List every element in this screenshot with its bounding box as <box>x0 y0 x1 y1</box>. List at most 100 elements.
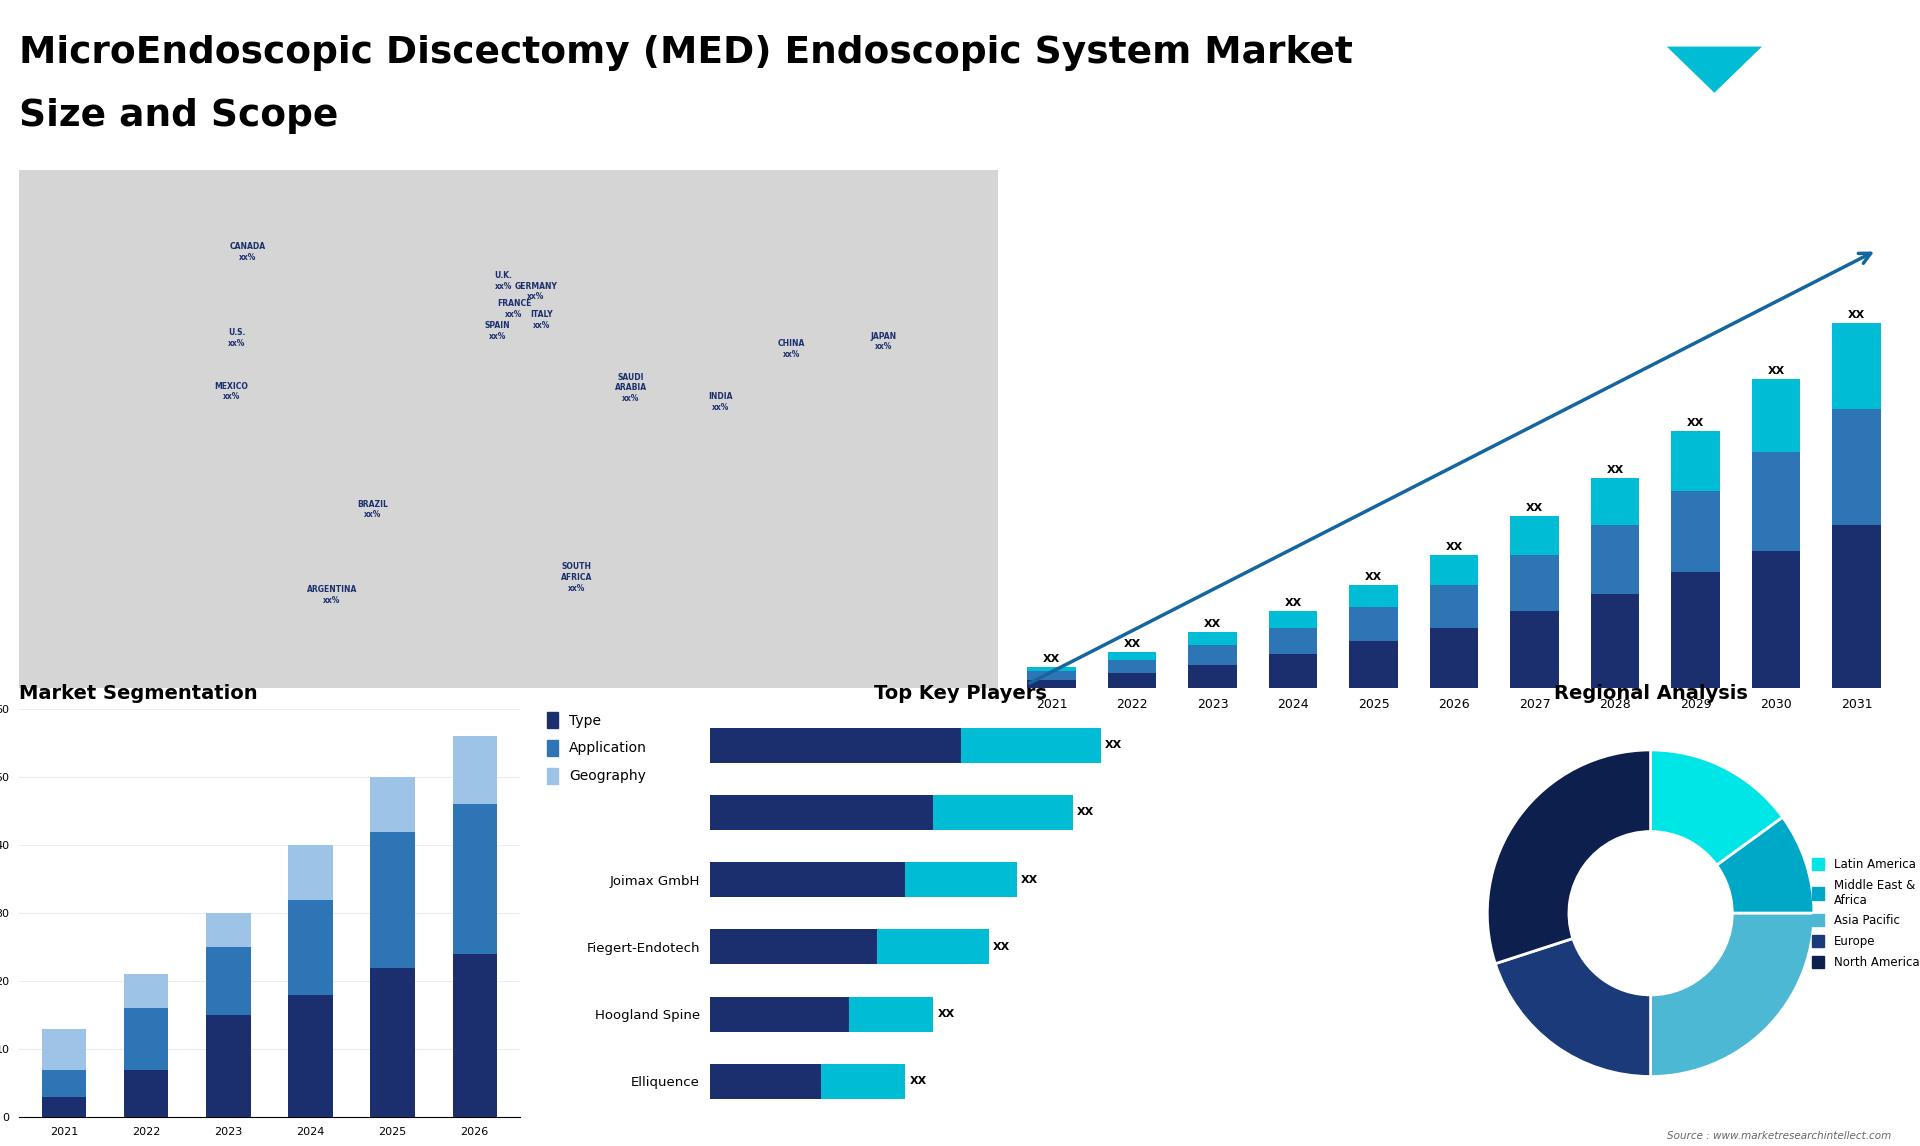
Text: XX: XX <box>1284 598 1302 607</box>
Text: XX: XX <box>1688 417 1705 427</box>
Bar <box>1027 667 1075 670</box>
Text: INTELLECT: INTELLECT <box>1774 100 1830 109</box>
Bar <box>1672 431 1720 490</box>
Text: CANADA
xx%: CANADA xx% <box>230 242 265 262</box>
Bar <box>710 929 877 964</box>
Bar <box>1430 586 1478 628</box>
Bar <box>904 862 1018 897</box>
Text: XX: XX <box>937 1010 954 1019</box>
Text: INDIA
xx%: INDIA xx% <box>708 392 733 413</box>
Bar <box>125 1008 169 1069</box>
Text: XX: XX <box>1768 366 1786 376</box>
Text: XX: XX <box>1043 653 1060 664</box>
Text: XX: XX <box>1446 542 1463 552</box>
Bar <box>125 974 169 1008</box>
Bar <box>962 728 1100 762</box>
Text: U.S.
xx%: U.S. xx% <box>228 328 246 347</box>
Bar <box>371 832 415 967</box>
Bar <box>877 929 989 964</box>
Bar <box>125 1069 169 1117</box>
Bar <box>710 1063 822 1099</box>
Title: Top Key Players: Top Key Players <box>874 684 1046 704</box>
Text: Size and Scope: Size and Scope <box>19 99 338 134</box>
Bar <box>1751 551 1801 688</box>
Bar <box>1269 628 1317 654</box>
Bar <box>1430 628 1478 688</box>
Wedge shape <box>1716 817 1814 913</box>
Legend: Type, Application, Geography: Type, Application, Geography <box>547 712 647 784</box>
Bar <box>1672 572 1720 688</box>
Bar <box>42 1029 86 1069</box>
Text: XX: XX <box>910 1076 927 1086</box>
Bar <box>371 967 415 1117</box>
Bar <box>1269 611 1317 628</box>
Bar <box>205 913 250 948</box>
Bar <box>1188 645 1236 665</box>
Bar <box>1350 606 1398 641</box>
Wedge shape <box>1651 749 1782 865</box>
Text: XX: XX <box>1847 311 1864 320</box>
Text: MicroEndoscopic Discectomy (MED) Endoscopic System Market: MicroEndoscopic Discectomy (MED) Endosco… <box>19 34 1354 71</box>
Bar <box>205 1015 250 1117</box>
Legend: Latin America, Middle East &
Africa, Asia Pacific, Europe, North America: Latin America, Middle East & Africa, Asi… <box>1807 853 1920 973</box>
Text: ITALY
xx%: ITALY xx% <box>530 311 553 330</box>
Text: XX: XX <box>993 942 1010 952</box>
Text: BRAZIL
xx%: BRAZIL xx% <box>357 500 388 519</box>
Bar <box>1108 660 1156 673</box>
Bar <box>1511 611 1559 688</box>
Bar <box>1832 409 1882 525</box>
Text: XX: XX <box>1077 808 1094 817</box>
Text: MARKET: MARKET <box>1774 48 1818 57</box>
Text: Market Segmentation: Market Segmentation <box>19 684 257 704</box>
Wedge shape <box>1488 749 1651 964</box>
Text: CHINA
xx%: CHINA xx% <box>778 339 804 359</box>
Text: SPAIN
xx%: SPAIN xx% <box>486 321 511 340</box>
Text: RESEARCH: RESEARCH <box>1774 74 1830 84</box>
Bar <box>1269 654 1317 688</box>
Bar <box>1832 323 1882 409</box>
Text: XX: XX <box>1021 874 1039 885</box>
Bar <box>453 953 497 1117</box>
Bar <box>205 948 250 1015</box>
Bar <box>1350 586 1398 606</box>
Bar <box>453 737 497 804</box>
Text: XX: XX <box>1365 572 1382 582</box>
Text: ARGENTINA
xx%: ARGENTINA xx% <box>307 586 357 605</box>
Bar <box>1751 379 1801 452</box>
Text: XX: XX <box>1104 740 1121 751</box>
Bar <box>1832 525 1882 688</box>
Bar <box>288 900 332 995</box>
Text: GERMANY
xx%: GERMANY xx% <box>515 282 557 301</box>
Bar <box>1592 478 1640 525</box>
Bar <box>42 1069 86 1097</box>
Bar <box>710 728 962 762</box>
Text: XX: XX <box>1526 503 1544 513</box>
Text: XX: XX <box>1607 465 1624 474</box>
Wedge shape <box>1651 913 1814 1076</box>
Bar <box>453 804 497 953</box>
Bar <box>1511 555 1559 611</box>
Bar <box>371 777 415 832</box>
Text: MEXICO
xx%: MEXICO xx% <box>215 382 248 401</box>
Bar <box>933 795 1073 830</box>
Text: XX: XX <box>1204 619 1221 629</box>
Bar <box>822 1063 904 1099</box>
Text: SAUDI
ARABIA
xx%: SAUDI ARABIA xx% <box>614 372 647 403</box>
Bar <box>1027 680 1075 688</box>
Bar <box>1108 652 1156 660</box>
Text: U.K.
xx%: U.K. xx% <box>493 270 513 291</box>
Bar <box>1188 633 1236 645</box>
Bar <box>710 795 933 830</box>
Polygon shape <box>1619 47 1715 93</box>
Bar <box>1592 525 1640 594</box>
Bar <box>1672 490 1720 572</box>
Bar <box>1027 670 1075 680</box>
Wedge shape <box>1496 939 1651 1076</box>
Bar <box>288 846 332 900</box>
Bar <box>710 997 849 1031</box>
Bar <box>849 997 933 1031</box>
Bar <box>710 862 904 897</box>
Bar <box>1108 673 1156 688</box>
Bar <box>1751 452 1801 551</box>
Bar <box>1511 517 1559 555</box>
